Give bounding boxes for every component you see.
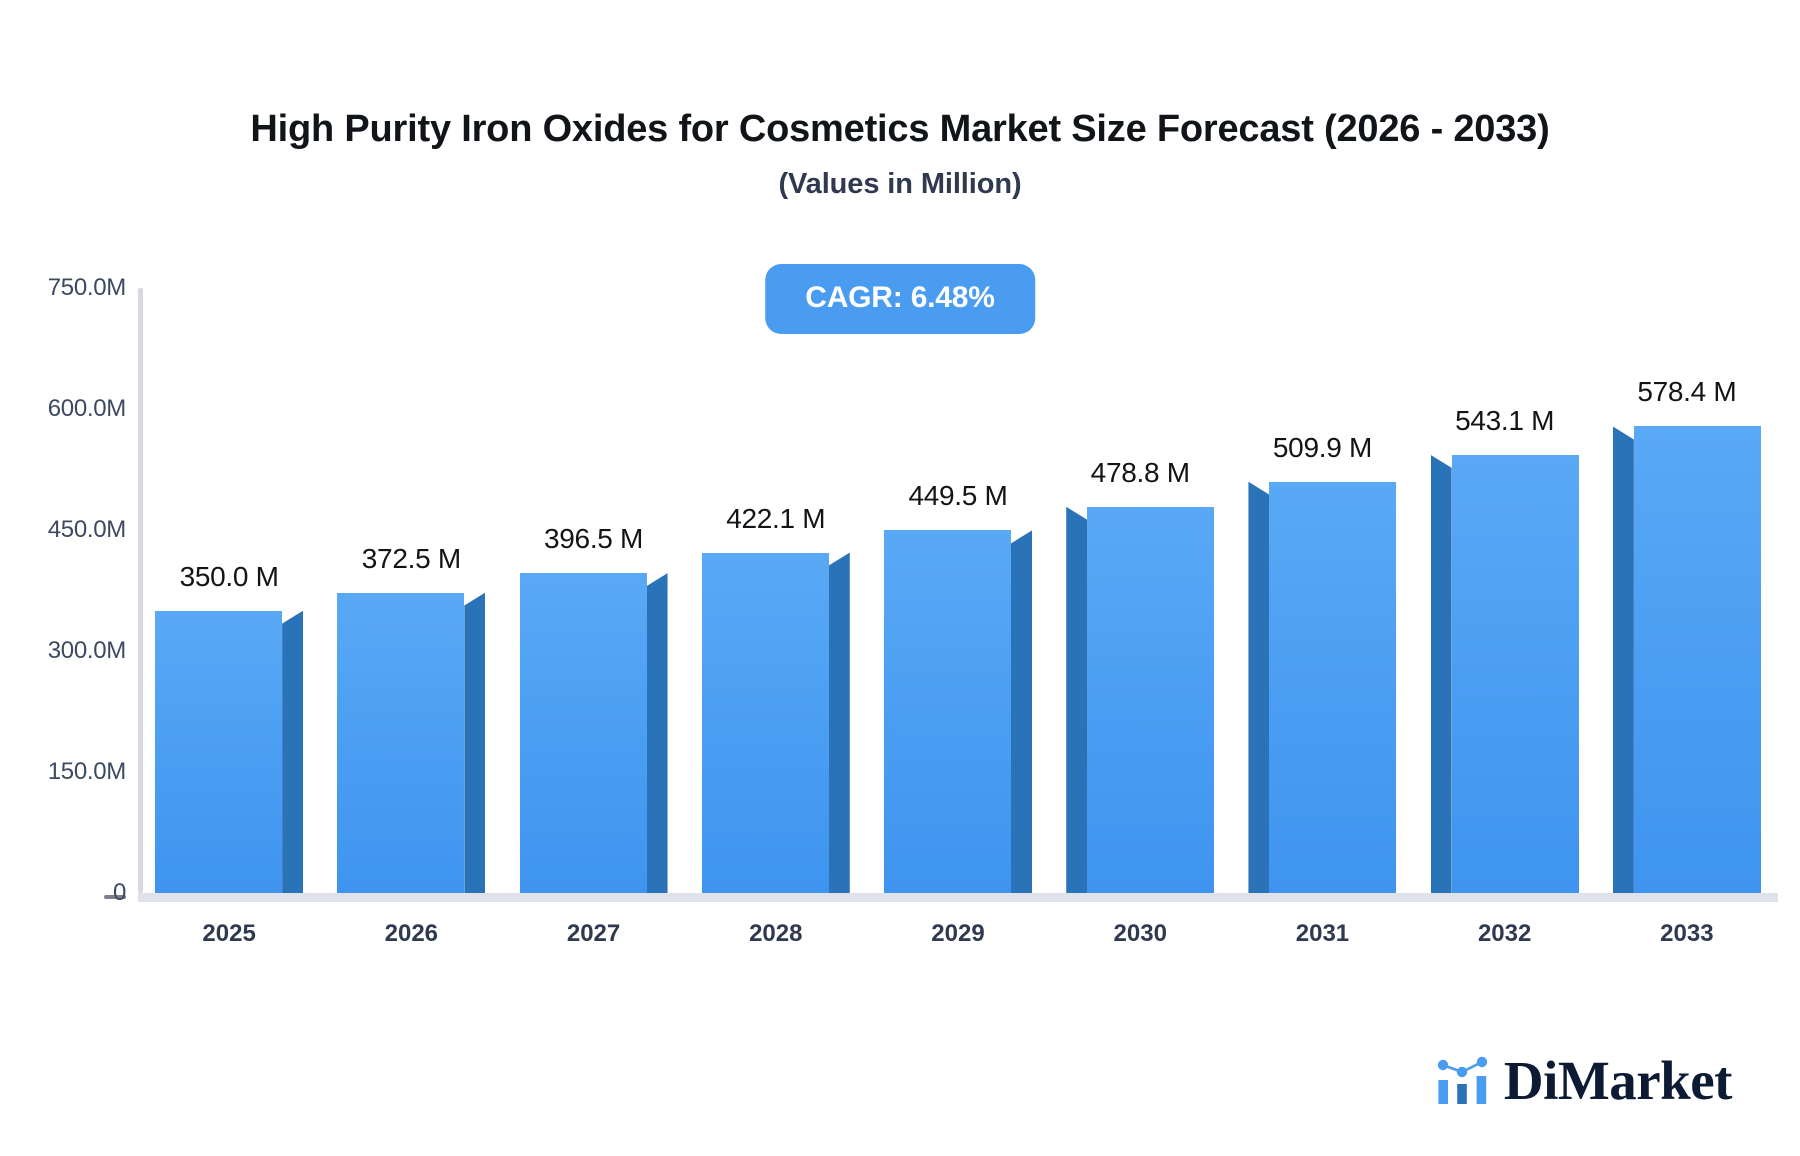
bar[interactable]	[1430, 454, 1579, 893]
bar-slot: 578.4 M	[1612, 288, 1761, 893]
bar-slot: 543.1 M	[1430, 288, 1579, 893]
bar[interactable]	[701, 552, 850, 893]
bar-value-label: 350.0 M	[179, 560, 279, 592]
y-axis-line	[138, 288, 143, 893]
bar-front-face	[884, 530, 1011, 893]
bar-front-face	[1451, 454, 1579, 893]
bar-slot: 509.9 M	[1248, 288, 1397, 893]
bar[interactable]	[155, 610, 304, 893]
y-axis-tick-label: 750.0M	[47, 274, 127, 301]
bar-value-label: 449.5 M	[908, 480, 1008, 512]
bar-side-face	[1011, 530, 1032, 893]
bar-slot: 478.8 M	[1066, 288, 1215, 893]
bar-side-face	[1066, 506, 1088, 893]
bar-side-face	[1248, 481, 1270, 893]
bar-value-label: 396.5 M	[544, 523, 644, 555]
x-axis-tick-labels: 2025 2026 2027 2028 2029 2030 2031 2032 2033	[138, 920, 1778, 960]
bar-slot: 350.0 M	[155, 288, 304, 893]
bar-side-face	[1430, 454, 1452, 893]
bar[interactable]	[884, 530, 1032, 893]
bar-series: 350.0 M 372.5 M 396.5 M 422.1 M 449.5 M 478.8…	[138, 288, 1778, 893]
y-axis-tick-label: 600.0M	[47, 395, 127, 422]
x-axis-baseline	[138, 893, 1778, 902]
brand-name: DiMarket	[1503, 1050, 1733, 1111]
y-axis-tick-labels: 0 150.0M 300.0M 450.0M 600.0M 750.0M	[0, 0, 127, 1156]
bar[interactable]	[1248, 481, 1397, 893]
y-axis-tick-label: 150.0M	[47, 758, 127, 785]
bar-slot: 396.5 M	[519, 288, 668, 893]
x-axis-tick-label: 2025	[202, 920, 256, 947]
chart-header: High Purity Iron Oxides for Cosmetics Ma…	[0, 0, 1800, 201]
y-axis-tick-label: 300.0M	[47, 637, 127, 664]
bar-side-face	[464, 592, 486, 893]
x-axis-tick-label: 2031	[1295, 920, 1350, 947]
bar-front-face	[519, 573, 647, 893]
y-axis-tick-label: 0	[112, 879, 126, 906]
bar-front-face	[337, 592, 465, 893]
bar-value-label: 578.4 M	[1637, 376, 1737, 408]
bar-front-face	[155, 610, 283, 893]
bar-value-label: 422.1 M	[726, 502, 826, 534]
x-axis-tick-label: 2028	[749, 920, 803, 947]
bar-side-face	[646, 573, 668, 893]
page-title: High Purity Iron Oxides for Cosmetics Ma…	[250, 108, 1550, 150]
bar[interactable]	[1066, 506, 1215, 893]
bar-value-label: 543.1 M	[1455, 404, 1555, 436]
bar-value-label: 372.5 M	[361, 542, 461, 574]
x-axis-tick-label: 2029	[931, 920, 985, 947]
bar-value-label: 509.9 M	[1272, 431, 1372, 463]
x-axis-tick-label: 2027	[566, 920, 621, 947]
bar-front-face	[1633, 426, 1761, 893]
bar-slot: 449.5 M	[884, 288, 1032, 893]
y-axis-tick-label: 450.0M	[47, 516, 127, 543]
bar[interactable]	[1612, 426, 1761, 893]
bar-value-label: 478.8 M	[1090, 456, 1190, 488]
bar-side-face	[1612, 426, 1634, 893]
bar[interactable]	[337, 592, 486, 893]
bar-chart-with-trendline-icon	[1437, 1056, 1488, 1104]
x-axis-tick-label: 2032	[1477, 920, 1532, 947]
brand-logo: DiMarket	[1436, 1050, 1733, 1111]
y-axis-zero-tick	[104, 895, 126, 899]
bar-front-face	[1269, 481, 1397, 893]
bar-side-face	[828, 552, 850, 893]
chart-subtitle: (Values in Million)	[778, 167, 1022, 200]
x-axis-tick-label: 2033	[1660, 920, 1714, 947]
bar-front-face	[1087, 506, 1215, 893]
bar-slot: 372.5 M	[337, 288, 486, 893]
bar-front-face	[701, 552, 829, 893]
cagr-badge: CAGR: 6.48%	[765, 264, 1035, 334]
x-axis-tick-label: 2030	[1113, 920, 1167, 947]
bar[interactable]	[519, 573, 668, 893]
bar-slot: 422.1 M	[701, 288, 850, 893]
bar-side-face	[282, 610, 304, 893]
x-axis-tick-label: 2026	[384, 920, 439, 947]
